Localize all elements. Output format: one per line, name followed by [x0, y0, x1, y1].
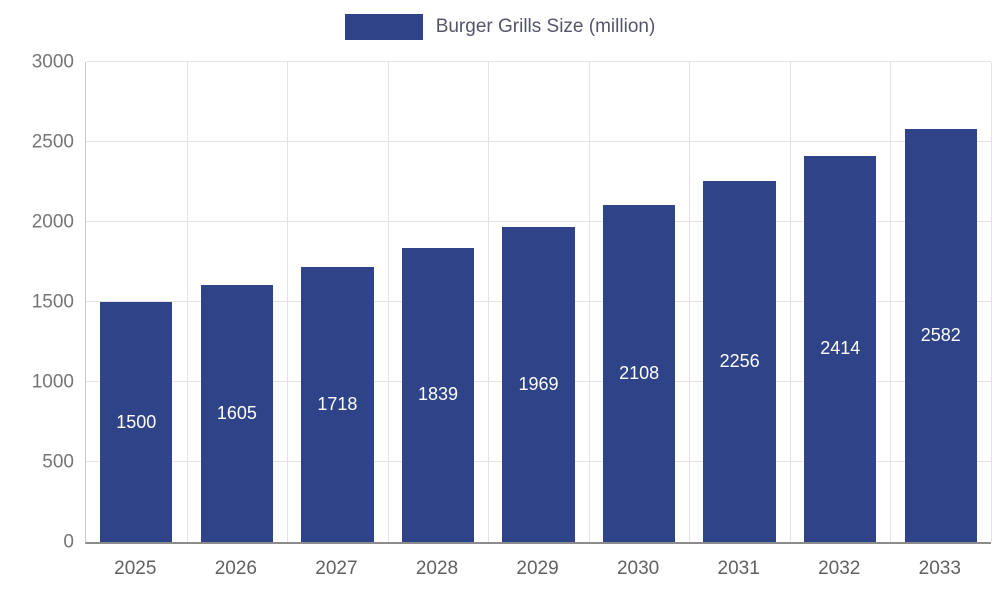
bars-container: 1500 1605 1718 1839 1969 2108 2256 2414 2582 [86, 62, 991, 542]
bar-value-label: 1718 [317, 394, 358, 415]
bar-2030: 2108 [602, 204, 676, 542]
x-axis-tick-label: 2028 [415, 558, 459, 579]
vertical-gridline [890, 62, 892, 542]
horizontal-gridline [86, 141, 991, 142]
bar-2025: 1500 [100, 302, 173, 542]
bar-slot: 1969 [488, 62, 589, 542]
x-axis: 2025 2026 2027 2028 2029 2030 2031 2032 2033 [85, 558, 990, 580]
x-axis-tick-label: 2029 [516, 558, 559, 579]
bar-slot: 2414 [790, 62, 891, 542]
bar-value-label: 2414 [820, 338, 861, 359]
vertical-gridline [689, 62, 691, 542]
bar-slot: 1839 [388, 62, 489, 542]
y-axis-tick-label: 1500 [31, 291, 74, 313]
bar-slot: 2582 [891, 62, 992, 542]
vertical-gridline [991, 62, 992, 542]
plot-area: 1500 1605 1718 1839 1969 2108 2256 2414 2582 [85, 61, 992, 544]
bar-value-label: 1500 [116, 411, 157, 432]
legend[interactable]: Burger Grills Size (million) [0, 14, 1000, 40]
horizontal-gridline [86, 61, 991, 62]
bar-value-label: 1969 [518, 373, 559, 394]
bar-value-label: 1605 [216, 403, 257, 424]
bar-2027: 1718 [301, 267, 374, 542]
horizontal-gridline [86, 221, 991, 223]
x-axis-tick-label: 2033 [918, 558, 961, 579]
bar-2029: 1969 [502, 226, 575, 542]
bar-value-label: 2108 [619, 362, 660, 383]
y-axis-tick-label: 0 [63, 531, 74, 553]
bar-slot: 1718 [287, 62, 388, 542]
x-axis-tick-label: 2032 [818, 558, 861, 579]
x-axis-tick-label: 2031 [717, 558, 760, 579]
y-axis: 0 500 1000 1500 2000 2500 3000 [0, 53, 74, 552]
vertical-gridline [287, 62, 289, 542]
bar-2032: 2414 [804, 155, 877, 542]
y-axis-tick-label: 500 [42, 451, 74, 473]
vertical-gridline [186, 62, 188, 542]
x-axis-tick-label: 2030 [616, 558, 660, 579]
legend-swatch-icon [344, 14, 423, 40]
bar-value-label: 2256 [719, 351, 760, 372]
bar-slot: 1605 [187, 62, 288, 542]
x-axis-tick-label: 2026 [214, 558, 257, 579]
bar-2033: 2582 [904, 128, 977, 542]
bar-slot: 2108 [589, 62, 690, 542]
y-axis-tick-label: 1000 [31, 371, 74, 393]
y-axis-tick-label: 3000 [31, 51, 74, 73]
bar-2028: 1839 [401, 247, 475, 542]
bar-value-label: 2582 [920, 324, 961, 345]
bar-slot: 2256 [689, 62, 790, 542]
x-axis-tick-label: 2025 [114, 558, 157, 579]
bar-2031: 2256 [703, 181, 776, 542]
y-axis-tick-label: 2500 [31, 131, 74, 153]
bar-2026: 1605 [200, 285, 274, 542]
vertical-gridline [789, 62, 791, 542]
bar-slot: 1500 [86, 62, 187, 542]
y-axis-tick-label: 2000 [31, 211, 74, 233]
bar-value-label: 1839 [417, 384, 458, 405]
legend-label: Burger Grills Size (million) [435, 16, 656, 37]
x-axis-tick-label: 2027 [315, 558, 358, 579]
vertical-gridline [588, 62, 590, 542]
vertical-gridline [488, 62, 490, 542]
vertical-gridline [387, 62, 389, 542]
